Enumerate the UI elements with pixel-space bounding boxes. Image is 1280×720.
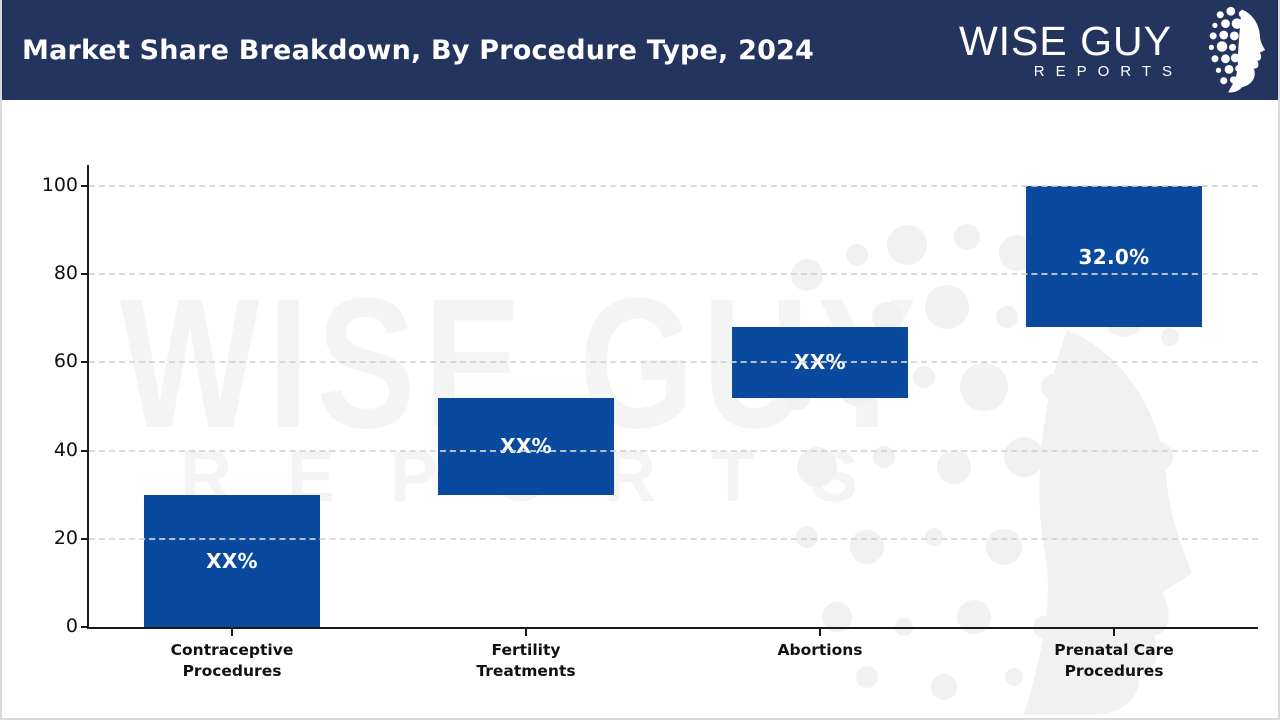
logo-face-icon — [1208, 6, 1266, 93]
header: Market Share Breakdown, By Procedure Typ… — [2, 0, 1278, 100]
logo-subtitle: REPORTS — [1033, 62, 1183, 80]
x-tick-mark — [1113, 629, 1115, 636]
wiseguy-logo: WISE GUY REPORTS — [958, 6, 1278, 94]
gridline — [89, 185, 1258, 187]
y-tick-mark — [81, 626, 89, 628]
y-tick-mark — [81, 361, 89, 364]
gridline — [89, 273, 1258, 276]
y-tick-label: 100 — [41, 174, 78, 196]
logo-text: WISE GUY REPORTS — [958, 17, 1172, 80]
y-tick-mark — [81, 185, 89, 187]
bar-value-label: 32.0% — [1078, 244, 1150, 269]
y-tick-mark — [81, 449, 89, 452]
y-tick-label: 0 — [65, 615, 78, 637]
gridline — [89, 361, 1258, 364]
bar-prenatal-care-procedures: 32.0% — [1026, 186, 1202, 328]
y-tick-label: 40 — [53, 438, 78, 461]
x-tick-mark — [525, 629, 527, 636]
x-category-label: Fertility Treatments — [476, 641, 576, 680]
logo-wordmark: WISE GUY — [958, 17, 1172, 64]
y-tick-label: 80 — [53, 262, 78, 285]
y-tick-label: 60 — [53, 350, 78, 373]
x-category-label: Abortions — [777, 641, 863, 659]
x-category-label: Contraceptive Procedures — [170, 641, 294, 680]
gridline — [89, 537, 1258, 540]
x-category-label: Prenatal Care Procedures — [1054, 641, 1174, 680]
bar-value-label: XX% — [500, 434, 552, 459]
x-axis — [87, 627, 1258, 629]
gridline — [89, 449, 1258, 452]
page-title: Market Share Breakdown, By Procedure Typ… — [22, 34, 815, 66]
y-tick-mark — [81, 537, 89, 540]
y-axis — [87, 165, 89, 629]
y-tick-mark — [81, 273, 89, 276]
x-tick-mark — [819, 629, 821, 636]
bar-fertility-treatments: XX% — [438, 397, 614, 495]
x-tick-mark — [231, 629, 233, 636]
y-tick-label: 20 — [53, 526, 78, 549]
bar-value-label: XX% — [206, 548, 258, 573]
bar-contraceptive-procedures: XX% — [144, 494, 320, 627]
